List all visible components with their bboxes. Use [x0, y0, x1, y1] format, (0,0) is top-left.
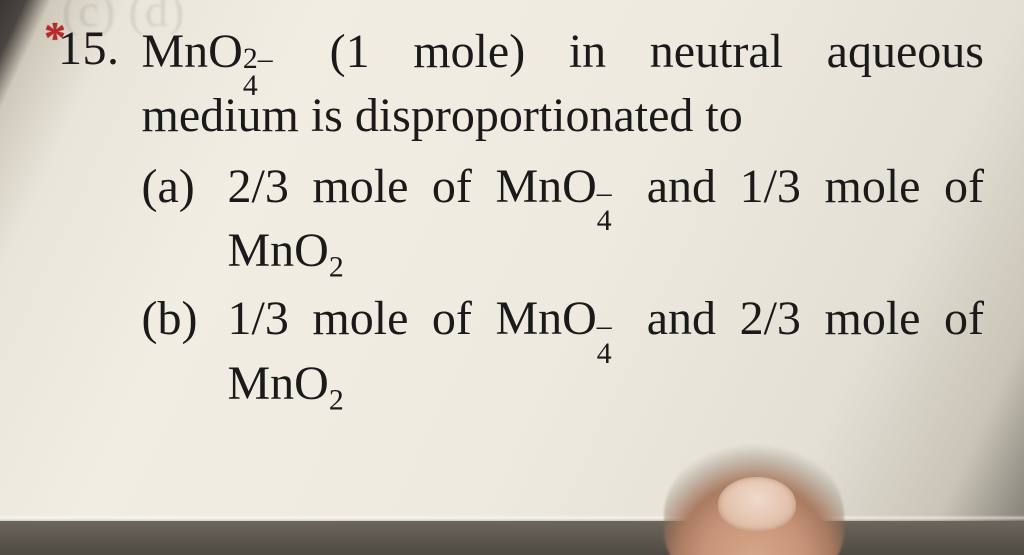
species-sub: 4	[243, 66, 258, 106]
species-sub: 4	[597, 201, 612, 241]
option-a-label: (a)	[142, 155, 228, 219]
question-line2: medium is disproportionated to	[142, 84, 985, 148]
word: mole	[312, 287, 408, 351]
question-body: MnO2–4 (1 mole) in neutral aqueous mediu…	[142, 20, 985, 416]
word: aqueous	[827, 20, 984, 84]
species: MnO–4	[495, 287, 623, 351]
word: neutral	[650, 20, 783, 84]
word: mole)	[413, 20, 525, 84]
option-a-body: 2/3 mole of MnO–4 and 1/3 mole of	[228, 155, 985, 284]
word: of	[944, 155, 984, 219]
option-b-label: (b)	[142, 287, 228, 351]
species-sub: 2	[329, 251, 344, 284]
word: 2/3	[228, 155, 289, 219]
species: MnO2–4	[142, 20, 287, 84]
option-a-line1: 2/3 mole of MnO–4 and 1/3 mole of	[228, 155, 985, 219]
word: mole	[312, 155, 408, 219]
word: mole	[824, 155, 920, 219]
question-text: MnO2–4 (1 mole) in neutral aqueous mediu…	[142, 20, 985, 149]
species-base: MnO	[142, 25, 243, 78]
word: of	[944, 287, 984, 351]
species-base: MnO	[228, 357, 329, 410]
word: and	[647, 287, 716, 351]
option-a: (a) 2/3 mole of MnO–4 and 1/3 mole	[142, 155, 985, 284]
question-line1: MnO2–4 (1 mole) in neutral aqueous	[142, 20, 985, 84]
word: in	[569, 20, 606, 84]
option-b-line1: 1/3 mole of MnO–4 and 2/3 mole of	[228, 287, 985, 351]
word: of	[432, 155, 472, 219]
option-b-body: 1/3 mole of MnO–4 and 2/3 mole of	[228, 287, 985, 416]
word: and	[647, 155, 716, 219]
species-sub: 4	[597, 334, 612, 374]
option-b: (b) 1/3 mole of MnO–4 and 2/3 mole	[142, 287, 985, 416]
word: of	[432, 287, 472, 351]
word: mole	[824, 287, 920, 351]
word: (1	[330, 20, 370, 84]
question-block: * 15. MnO2–4 (1 mole) in neutral aqueous…	[44, 20, 984, 416]
word: 1/3	[228, 287, 289, 351]
species-base: MnO	[495, 160, 596, 213]
species-sub: 2	[329, 383, 344, 416]
species-base: MnO	[495, 292, 596, 345]
word: 1/3	[740, 155, 801, 219]
question-row: * 15. MnO2–4 (1 mole) in neutral aqueous…	[44, 20, 984, 416]
options-list: (a) 2/3 mole of MnO–4 and 1/3 mole	[142, 155, 985, 416]
species-base: MnO	[228, 224, 329, 277]
species: MnO–4	[495, 155, 623, 219]
background-below-page	[0, 521, 1024, 555]
word: 2/3	[740, 287, 801, 351]
fingernail-highlight	[718, 477, 796, 531]
question-number: 15.	[58, 20, 120, 78]
